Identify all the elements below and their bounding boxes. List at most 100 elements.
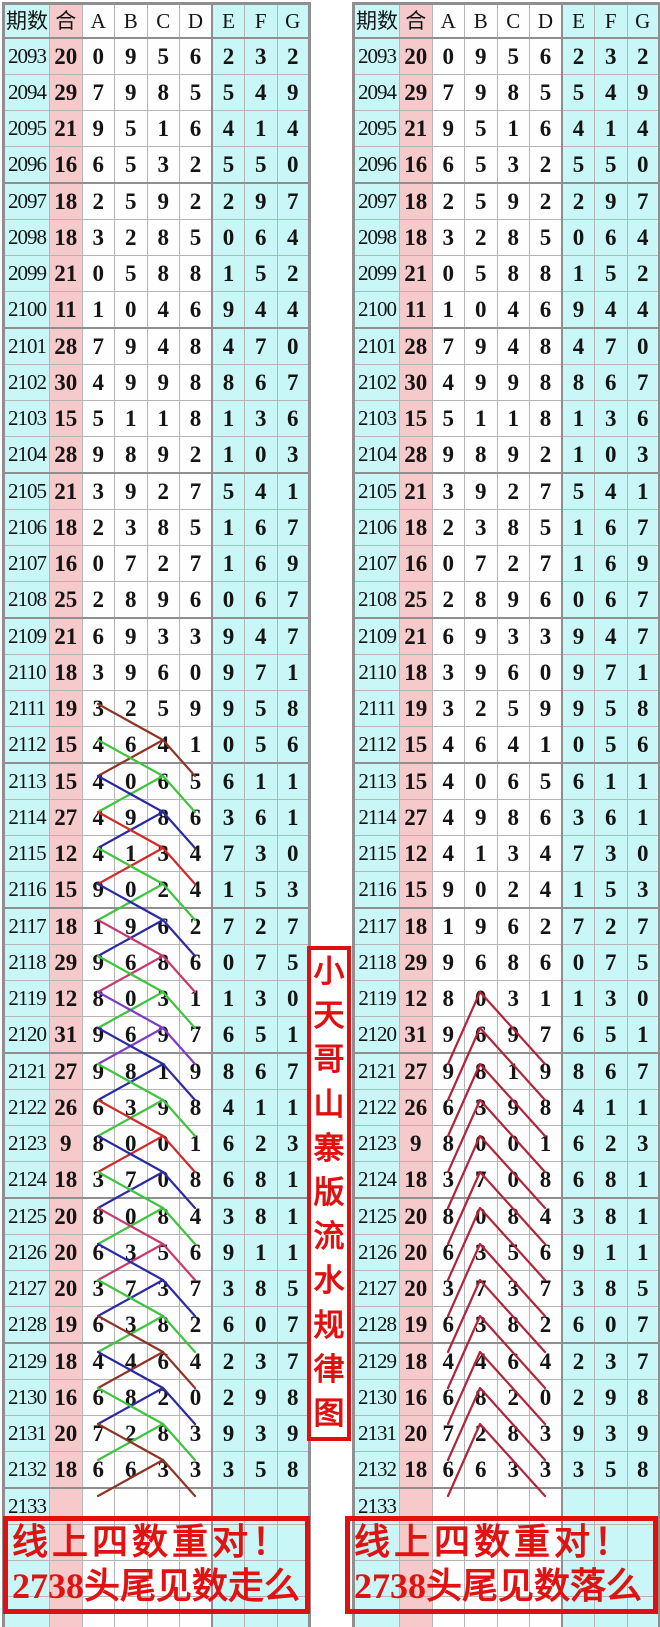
period-cell: 2121 bbox=[3, 1052, 50, 1090]
period-cell: 2125 bbox=[353, 1197, 400, 1235]
digit-cell: 7 bbox=[561, 907, 595, 945]
table-row: 2095 21 9 5 1 6 4 1 4 bbox=[353, 110, 660, 147]
table-row: 2104 28 9 8 9 2 1 0 3 bbox=[3, 436, 310, 474]
digit-cell: 9 bbox=[529, 690, 563, 727]
table-row: 2114 27 4 9 8 6 3 6 1 bbox=[3, 799, 310, 836]
digit-cell: 6 bbox=[594, 545, 628, 582]
digit-cell: 3 bbox=[276, 871, 310, 909]
digit-cell: 6 bbox=[81, 1451, 115, 1489]
digit-cell: 7 bbox=[244, 944, 278, 981]
digit-cell: 5 bbox=[114, 110, 148, 147]
period-cell: 2093 bbox=[3, 37, 50, 75]
table-row: 2112 15 4 6 4 1 0 5 6 bbox=[353, 726, 660, 764]
digit-cell: 6 bbox=[529, 110, 563, 147]
digit-cell: 7 bbox=[179, 1016, 213, 1054]
digit-cell: 0 bbox=[464, 762, 498, 800]
sum-cell: 20 bbox=[49, 37, 83, 75]
digit-cell: 6 bbox=[81, 1089, 115, 1126]
digit-cell: 5 bbox=[464, 110, 498, 147]
period-cell: 2117 bbox=[353, 907, 400, 945]
digit-cell: 8 bbox=[114, 1379, 148, 1416]
sum-cell: 29 bbox=[399, 74, 433, 111]
digit-cell: 8 bbox=[594, 1197, 628, 1235]
digit-cell: 2 bbox=[146, 871, 180, 909]
digit-cell: 4 bbox=[431, 799, 465, 836]
digit-cell: 0 bbox=[114, 291, 148, 329]
digit-cell: 0 bbox=[276, 327, 310, 365]
digit-cell: 6 bbox=[244, 799, 278, 836]
digit-cell: 8 bbox=[496, 219, 530, 256]
digit-cell: 6 bbox=[594, 581, 628, 619]
digit-cell: 1 bbox=[626, 1161, 660, 1199]
digit-cell: 1 bbox=[114, 835, 148, 872]
digit-cell: 2 bbox=[529, 1306, 563, 1344]
digit-cell: 0 bbox=[179, 654, 213, 691]
digit-cell: 8 bbox=[276, 690, 310, 727]
sum-cell: 25 bbox=[49, 581, 83, 619]
table-row: 2099 21 0 5 8 8 1 5 2 bbox=[353, 255, 660, 292]
period-cell: 2094 bbox=[3, 74, 50, 111]
digit-cell: 1 bbox=[211, 400, 245, 437]
digit-cell: 6 bbox=[179, 37, 213, 75]
digit-cell: 3 bbox=[146, 835, 180, 872]
digit-cell: 1 bbox=[594, 1234, 628, 1271]
digit-cell: 6 bbox=[464, 726, 498, 764]
digit-cell: 7 bbox=[211, 835, 245, 872]
digit-cell: 8 bbox=[179, 255, 213, 292]
digit-cell: 8 bbox=[464, 1052, 498, 1090]
digit-cell: 1 bbox=[146, 1052, 180, 1090]
digit-cell: 1 bbox=[561, 255, 595, 292]
digit-cell: 0 bbox=[529, 654, 563, 691]
digit-cell: 0 bbox=[211, 726, 245, 764]
digit-cell: 9 bbox=[81, 436, 115, 474]
digit-cell: 1 bbox=[276, 799, 310, 836]
digit-cell: 3 bbox=[464, 1089, 498, 1126]
digit-cell: 0 bbox=[561, 581, 595, 619]
digit-cell: 4 bbox=[561, 110, 595, 147]
digit-cell: 6 bbox=[431, 1379, 465, 1416]
digit-cell: 9 bbox=[276, 1415, 310, 1452]
digit-cell: 9 bbox=[464, 799, 498, 836]
digit-cell: 9 bbox=[211, 1415, 245, 1452]
table-row: 2131 20 7 2 8 3 9 3 9 bbox=[353, 1415, 660, 1452]
digit-cell: 9 bbox=[431, 944, 465, 981]
digit-cell: 6 bbox=[496, 907, 530, 945]
digit-cell: 8 bbox=[276, 1379, 310, 1416]
digit-cell: 5 bbox=[561, 472, 595, 510]
period-cell: 2121 bbox=[353, 1052, 400, 1090]
digit-cell: 9 bbox=[81, 871, 115, 909]
digit-cell: 8 bbox=[496, 1415, 530, 1452]
sum-cell: 20 bbox=[399, 1415, 433, 1452]
period-cell: 2122 bbox=[3, 1089, 50, 1126]
table-row: 2126 20 6 3 5 6 9 1 1 bbox=[353, 1234, 660, 1271]
digit-cell: 3 bbox=[594, 1415, 628, 1452]
digit-cell: 6 bbox=[244, 364, 278, 401]
sum-cell: 18 bbox=[399, 182, 433, 220]
digit-cell: 9 bbox=[146, 364, 180, 401]
period-cell: 2128 bbox=[353, 1306, 400, 1344]
digit-cell: 5 bbox=[114, 255, 148, 292]
digit-cell: 5 bbox=[626, 1270, 660, 1307]
period-cell: 2125 bbox=[3, 1197, 50, 1235]
digit-cell: 4 bbox=[626, 219, 660, 256]
digit-cell: 7 bbox=[179, 472, 213, 510]
digit-cell: 6 bbox=[626, 726, 660, 764]
digit-cell: 1 bbox=[529, 1125, 563, 1162]
digit-cell: 5 bbox=[594, 146, 628, 184]
digit-cell: 2 bbox=[594, 1125, 628, 1162]
sum-cell: 18 bbox=[399, 654, 433, 691]
sum-cell: 19 bbox=[399, 690, 433, 727]
digit-cell: 3 bbox=[81, 219, 115, 256]
sum-cell: 29 bbox=[49, 74, 83, 111]
digit-cell: 8 bbox=[626, 690, 660, 727]
digit-cell: 5 bbox=[594, 871, 628, 909]
banner-character: 律 bbox=[313, 1351, 345, 1387]
digit-cell: 2 bbox=[276, 255, 310, 292]
digit-cell: 6 bbox=[244, 581, 278, 619]
digit-cell: 4 bbox=[594, 617, 628, 655]
table-row: 2094 29 7 9 8 5 5 4 9 bbox=[353, 74, 660, 111]
digit-cell: 6 bbox=[81, 1379, 115, 1416]
digit-cell: 9 bbox=[464, 327, 498, 365]
table-row: 2127 20 3 7 3 7 3 8 5 bbox=[3, 1270, 310, 1307]
period-cell: 2096 bbox=[3, 146, 50, 184]
